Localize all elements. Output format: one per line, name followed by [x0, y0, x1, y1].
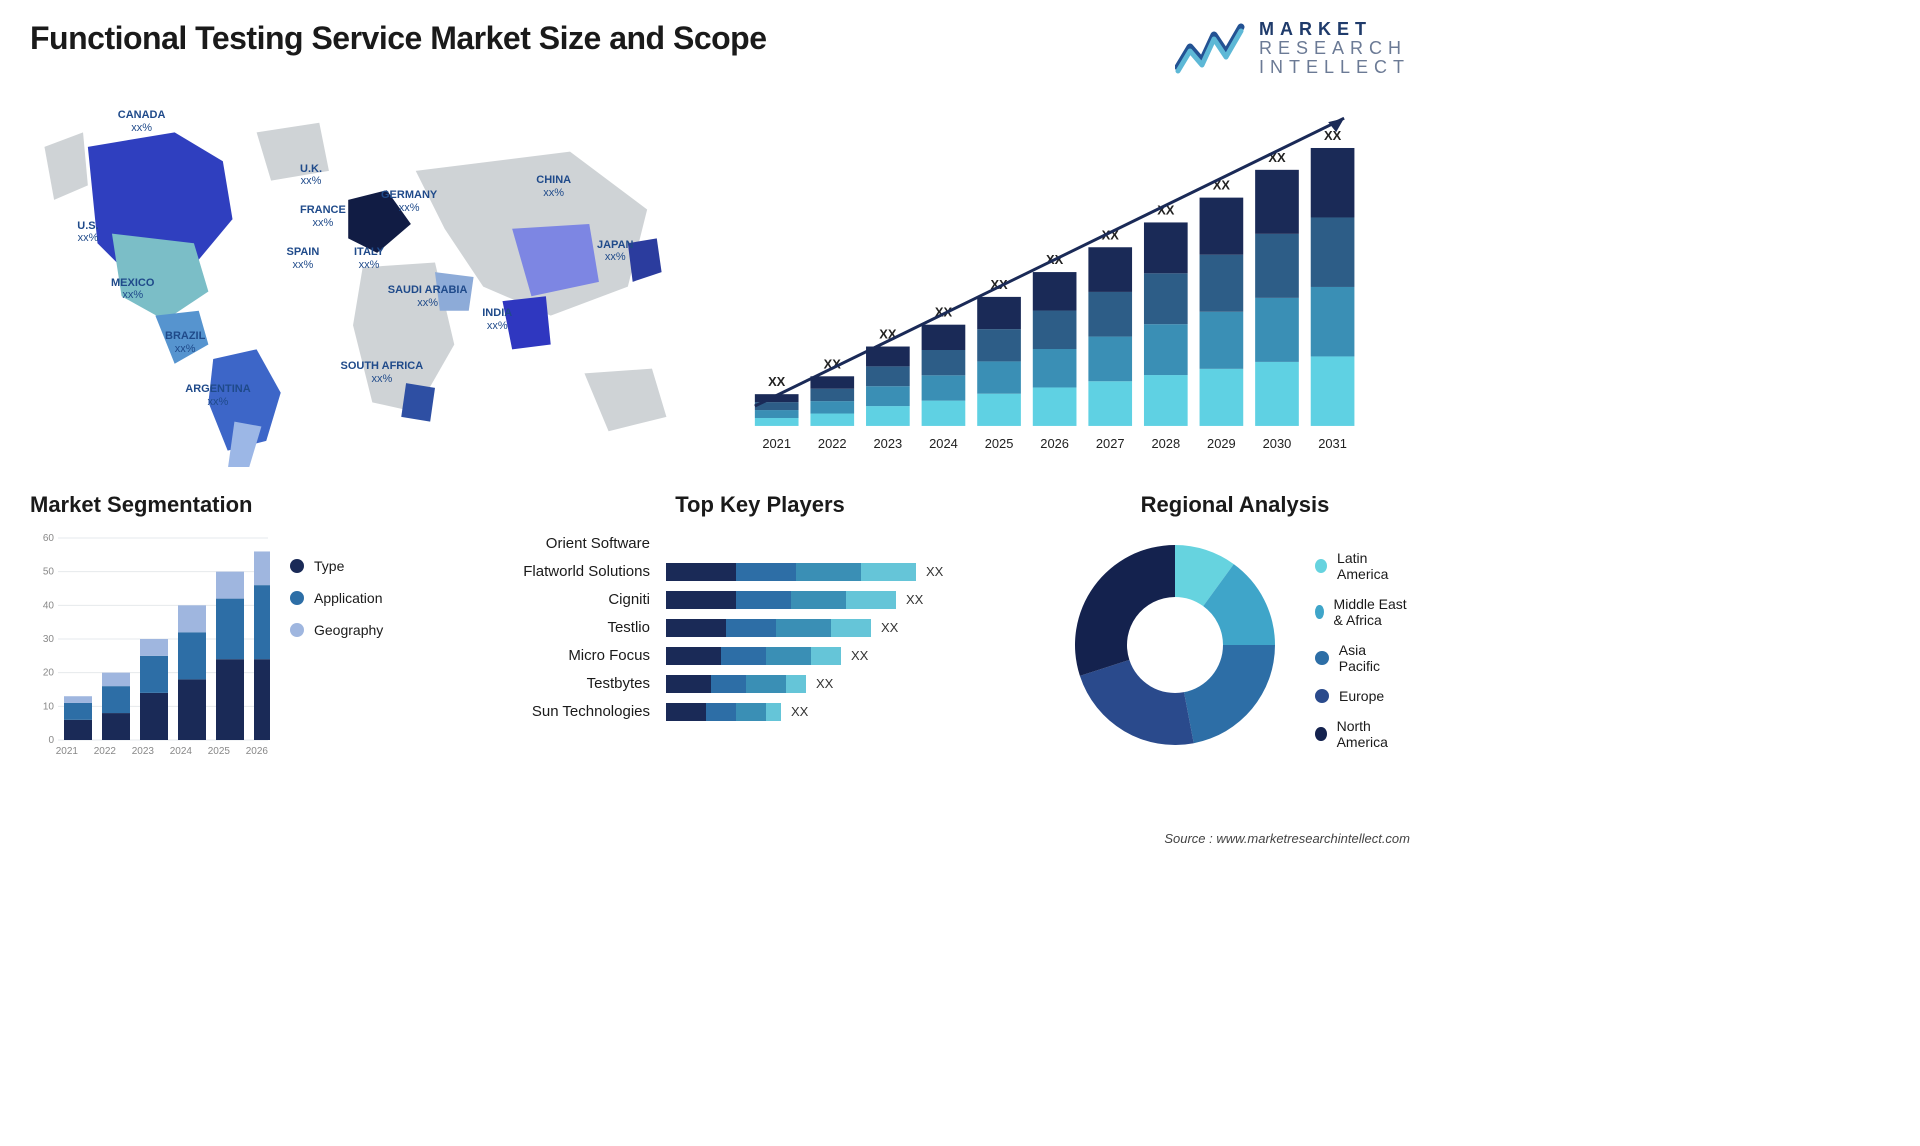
svg-text:2028: 2028	[1151, 435, 1180, 450]
player-value: XX	[906, 592, 923, 607]
player-row: Orient Software	[500, 530, 1020, 558]
regional-donut	[1060, 530, 1290, 760]
map-label-argentina: ARGENTINAxx%	[185, 383, 250, 408]
svg-text:2026: 2026	[246, 746, 269, 757]
players-panel: Top Key Players Orient Software Flatworld…	[500, 492, 1020, 782]
map-label-south-africa: SOUTH AFRICAxx%	[341, 360, 424, 385]
map-label-u.k.: U.K.xx%	[300, 163, 322, 188]
player-name: Orient Software	[500, 535, 650, 552]
svg-text:2029: 2029	[1207, 435, 1236, 450]
legend-item: Application	[290, 590, 383, 606]
svg-text:2025: 2025	[985, 435, 1014, 450]
map-label-italy: ITALYxx%	[354, 246, 384, 271]
svg-text:20: 20	[43, 667, 55, 678]
map-label-india: INDIAxx%	[482, 307, 512, 332]
legend-item: Latin America	[1315, 550, 1410, 582]
legend-item: Middle East & Africa	[1315, 596, 1410, 628]
player-row: Testlio XX	[500, 614, 1020, 642]
players-title: Top Key Players	[500, 492, 1020, 518]
map-label-japan: JAPANxx%	[597, 239, 633, 264]
map-label-spain: SPAINxx%	[287, 246, 320, 271]
svg-text:2022: 2022	[818, 435, 847, 450]
player-row: Flatworld Solutions XX	[500, 558, 1020, 586]
map-label-china: CHINAxx%	[536, 174, 571, 199]
logo-line1: MARKET	[1259, 20, 1410, 39]
player-row: Cigniti XX	[500, 586, 1020, 614]
logo: MARKET RESEARCH INTELLECT	[1175, 20, 1410, 77]
segmentation-legend: Type Application Geography	[290, 558, 383, 760]
svg-text:2030: 2030	[1263, 435, 1292, 450]
svg-text:2025: 2025	[208, 746, 231, 757]
player-name: Micro Focus	[500, 647, 650, 664]
player-name: Flatworld Solutions	[500, 563, 650, 580]
map-label-u.s.: U.S.xx%	[77, 220, 98, 245]
svg-text:2031: 2031	[1318, 435, 1347, 450]
regional-title: Regional Analysis	[1060, 492, 1410, 518]
player-row: Testbytes XX	[500, 670, 1020, 698]
player-value: XX	[791, 704, 808, 719]
svg-text:2027: 2027	[1096, 435, 1125, 450]
map-label-canada: CANADAxx%	[118, 109, 166, 134]
regional-panel: Regional Analysis Latin America Middle Ea…	[1060, 492, 1410, 782]
legend-item: North America	[1315, 718, 1410, 750]
player-name: Cigniti	[500, 591, 650, 608]
world-map-panel: CANADAxx% U.S.xx% MEXICOxx% BRAZILxx% ARGENT…	[30, 87, 705, 467]
svg-text:XX: XX	[1324, 128, 1342, 143]
legend-item: Asia Pacific	[1315, 642, 1410, 674]
player-value: XX	[881, 620, 898, 635]
players-list: Orient SoftwareFlatworld SolutionsXXCign…	[500, 530, 1020, 726]
growth-chart-panel: XX2021XX2022XX2023XX2024XX2025XX2026XX20…	[735, 87, 1410, 467]
svg-text:2024: 2024	[929, 435, 958, 450]
source-text: Source : www.marketresearchintellect.com	[1164, 831, 1410, 846]
player-value: XX	[816, 676, 833, 691]
legend-item: Type	[290, 558, 383, 574]
player-value: XX	[926, 564, 943, 579]
map-label-mexico: MEXICOxx%	[111, 277, 154, 302]
segmentation-chart: 0 10 20 30 40 50 60 2021 2022 2023 2024 2025 2026	[30, 530, 270, 760]
segmentation-title: Market Segmentation	[30, 492, 460, 518]
svg-text:10: 10	[43, 701, 55, 712]
logo-line3: INTELLECT	[1259, 58, 1410, 77]
logo-line2: RESEARCH	[1259, 39, 1410, 58]
svg-text:60: 60	[43, 533, 55, 544]
map-label-france: FRANCExx%	[300, 204, 346, 229]
svg-text:2021: 2021	[762, 435, 791, 450]
svg-text:XX: XX	[768, 374, 786, 389]
svg-text:40: 40	[43, 600, 55, 611]
svg-text:2023: 2023	[874, 435, 903, 450]
map-label-brazil: BRAZILxx%	[165, 330, 205, 355]
svg-text:2021: 2021	[56, 746, 79, 757]
player-value: XX	[851, 648, 868, 663]
player-name: Sun Technologies	[500, 703, 650, 720]
growth-chart: XX2021XX2022XX2023XX2024XX2025XX2026XX20…	[735, 97, 1410, 467]
svg-text:2024: 2024	[170, 746, 193, 757]
svg-text:2026: 2026	[1040, 435, 1069, 450]
legend-item: Europe	[1315, 688, 1410, 704]
svg-text:2022: 2022	[94, 746, 117, 757]
player-row: Sun Technologies XX	[500, 698, 1020, 726]
map-label-saudi-arabia: SAUDI ARABIAxx%	[388, 284, 468, 309]
player-name: Testbytes	[500, 675, 650, 692]
svg-text:50: 50	[43, 566, 55, 577]
svg-text:0: 0	[48, 735, 54, 746]
player-row: Micro Focus XX	[500, 642, 1020, 670]
segmentation-panel: Market Segmentation 0 10 20 30 40 50 60 2021 202…	[30, 492, 460, 782]
svg-text:30: 30	[43, 634, 55, 645]
svg-text:2023: 2023	[132, 746, 155, 757]
regional-legend: Latin America Middle East & Africa Asia Pa…	[1315, 550, 1410, 760]
legend-item: Geography	[290, 622, 383, 638]
logo-icon	[1175, 21, 1245, 75]
map-label-germany: GERMANYxx%	[381, 189, 437, 214]
page-title: Functional Testing Service Market Size a…	[30, 20, 767, 57]
player-name: Testlio	[500, 619, 650, 636]
